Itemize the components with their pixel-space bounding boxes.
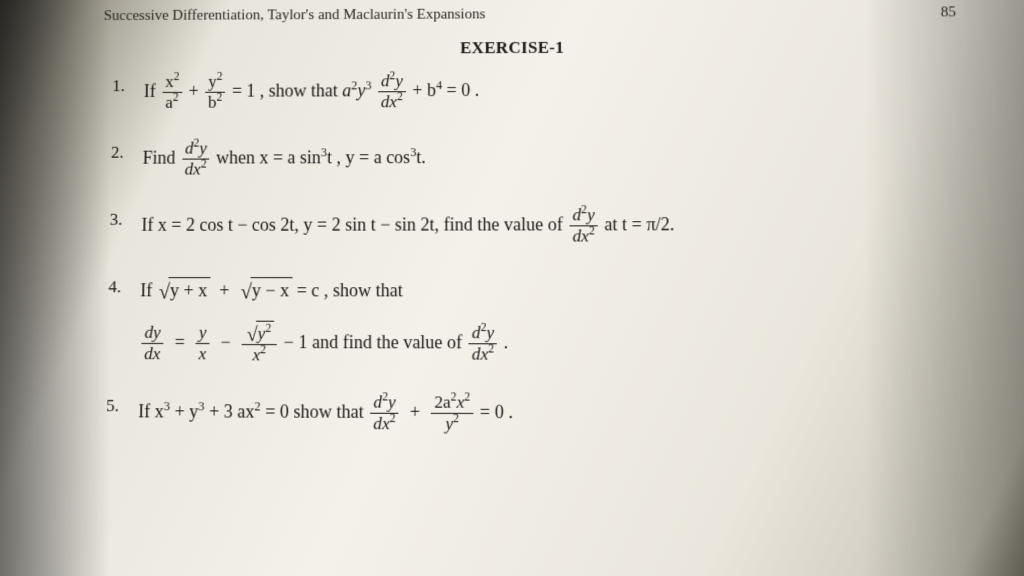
- text: = 0 show that: [261, 401, 369, 422]
- text: − 1 and find the value of: [284, 332, 467, 353]
- problem-body: If x2 a2 + y2 b2 = 1 , show that a2y3 d2…: [143, 70, 937, 111]
- text: t.: [416, 147, 426, 167]
- text: If: [144, 81, 161, 101]
- exercise-title: EXERCISE-1: [4, 36, 1024, 60]
- text: = 0 .: [446, 80, 479, 100]
- text: = c , show that: [297, 280, 403, 300]
- text: at t = π/2.: [604, 213, 674, 233]
- sqrt: y − x: [238, 274, 292, 307]
- text: .: [504, 332, 509, 352]
- problem-1: 1. If x2 a2 + y2 b2 = 1 , show that a2y3…: [112, 70, 938, 111]
- text: Find: [142, 147, 180, 167]
- text: = 1 , show that: [232, 80, 343, 100]
- problem-list: 1. If x2 a2 + y2 b2 = 1 , show that a2y3…: [105, 70, 945, 463]
- text: + 3 ax: [204, 401, 254, 422]
- text: If x = 2 cos t − cos 2t, y = 2 sin t − s…: [141, 214, 567, 235]
- textbook-page: Successive Differentiation, Taylor's and…: [0, 0, 1024, 576]
- text: when x = a sin: [216, 147, 321, 167]
- sqrt: y2: [245, 322, 275, 343]
- problem-3: 3. If x = 2 cos t − cos 2t, y = 2 sin t …: [109, 205, 940, 245]
- fraction: 2a2x2 y2: [431, 394, 473, 434]
- problem-body: Find d2y dx2 when x = a sin3t , y = a co…: [142, 138, 939, 179]
- problem-number: 4.: [108, 274, 140, 301]
- problem-5: 5. If x3 + y3 + 3 ax2 = 0 show that d2y …: [106, 393, 945, 435]
- problem-body: If x3 + y3 + 3 ax2 = 0 show that d2y dx2…: [138, 393, 944, 435]
- fraction-d2y: d2y dx2: [182, 139, 210, 178]
- chapter-title: Successive Differentiation, Taylor's and…: [104, 7, 486, 25]
- fraction-d2y: d2y dx2: [370, 394, 399, 434]
- problem-number: 2.: [111, 140, 143, 166]
- fraction: x2 a2: [162, 73, 183, 112]
- fraction-d2y: d2y dx2: [378, 72, 406, 111]
- problem-body: If y + x + y − x = c , show that dy dx =…: [139, 274, 943, 366]
- fraction: y x: [195, 324, 209, 364]
- problem-number: 3.: [109, 206, 141, 232]
- page-header: Successive Differentiation, Taylor's and…: [104, 4, 957, 25]
- text: If: [140, 280, 157, 300]
- problem-number: 1.: [112, 73, 144, 99]
- problem-2: 2. Find d2y dx2 when x = a sin3t , y = a…: [110, 138, 939, 179]
- fraction-d2y: d2y dx2: [469, 324, 497, 364]
- problem-4: 4. If y + x + y − x = c , show that dy d…: [107, 274, 943, 366]
- fraction: y2 b2: [205, 73, 226, 112]
- text: If x: [138, 401, 164, 422]
- fraction: dy dx: [141, 324, 164, 364]
- text: = 0 .: [480, 401, 513, 422]
- problem-number: 5.: [106, 393, 139, 420]
- problem-body: If x = 2 cos t − cos 2t, y = 2 sin t − s…: [141, 205, 940, 245]
- text: + y: [170, 401, 199, 422]
- page-number: 85: [941, 4, 957, 21]
- sqrt: y + x: [157, 274, 211, 306]
- fraction-d2y: d2y dx2: [569, 206, 597, 245]
- text: t , y = a cos: [327, 147, 410, 167]
- text: + b: [412, 80, 436, 100]
- problem-4-line2: dy dx = y x − y2 x2 − 1 and find the val…: [139, 322, 943, 365]
- fraction: y2 x2: [241, 322, 277, 364]
